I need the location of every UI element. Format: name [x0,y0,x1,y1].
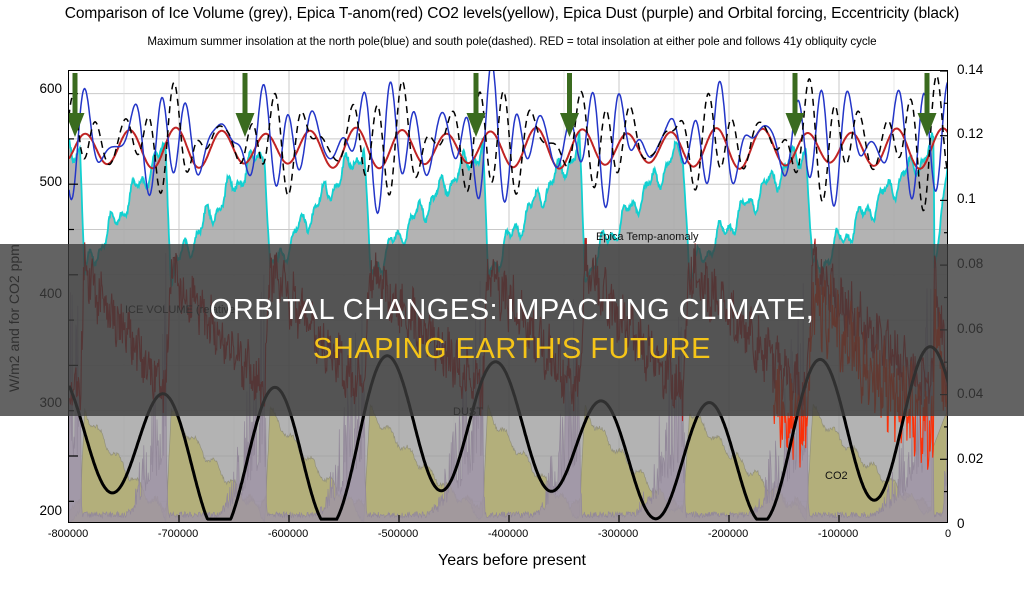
chart-title: Comparison of Ice Volume (grey), Epica T… [64,5,960,22]
ytick-right-0.12: 0.12 [957,126,984,141]
annotation-epica-temp-anomaly: Epica Temp-anomaly [596,231,699,243]
down-arrow-icon [560,73,579,137]
xtick-0: 0 [944,528,952,540]
caption-line-1: ORBITAL CHANGES: IMPACTING CLIMATE, [209,294,815,326]
series-insolation-south-dashed [69,74,947,212]
ytick-right-0.14: 0.14 [957,62,984,77]
annotation-co2: CO2 [825,470,848,482]
xtick--200000: -200000 [707,528,749,540]
down-arrow-icon [69,73,85,137]
xtick--400000: -400000 [487,528,529,540]
down-arrow-icon [785,73,805,137]
xtick--100000: -100000 [817,528,859,540]
xtick--700000: -700000 [157,528,199,540]
ytick-right-0.02: 0.02 [957,451,984,466]
ytick-right-0.1: 0.1 [957,191,976,206]
series-insolation-north-blue [69,71,947,215]
down-arrow-icon [466,73,486,137]
ytick-left-200: 200 [39,503,62,518]
xtick--300000: -300000 [597,528,639,540]
ytick-right-0: 0 [957,516,965,531]
axis-ticks [69,71,947,522]
caption-line-2: SHAPING EARTH'S FUTURE [313,333,711,365]
xtick--800000: -800000 [47,528,89,540]
down-arrow-icon [235,73,255,137]
caption-overlay: ORBITAL CHANGES: IMPACTING CLIMATE, SHAP… [0,244,1024,416]
chart-subtitle: Maximum summer insolation at the north p… [147,35,877,48]
ytick-left-500: 500 [39,174,62,189]
down-arrow-icon [917,73,937,137]
ytick-left-600: 600 [39,81,62,96]
xtick--600000: -600000 [267,528,309,540]
glacial-termination-arrows [69,73,937,137]
xtick--500000: -500000 [377,528,419,540]
x-axis-label: Years before present [438,552,586,569]
